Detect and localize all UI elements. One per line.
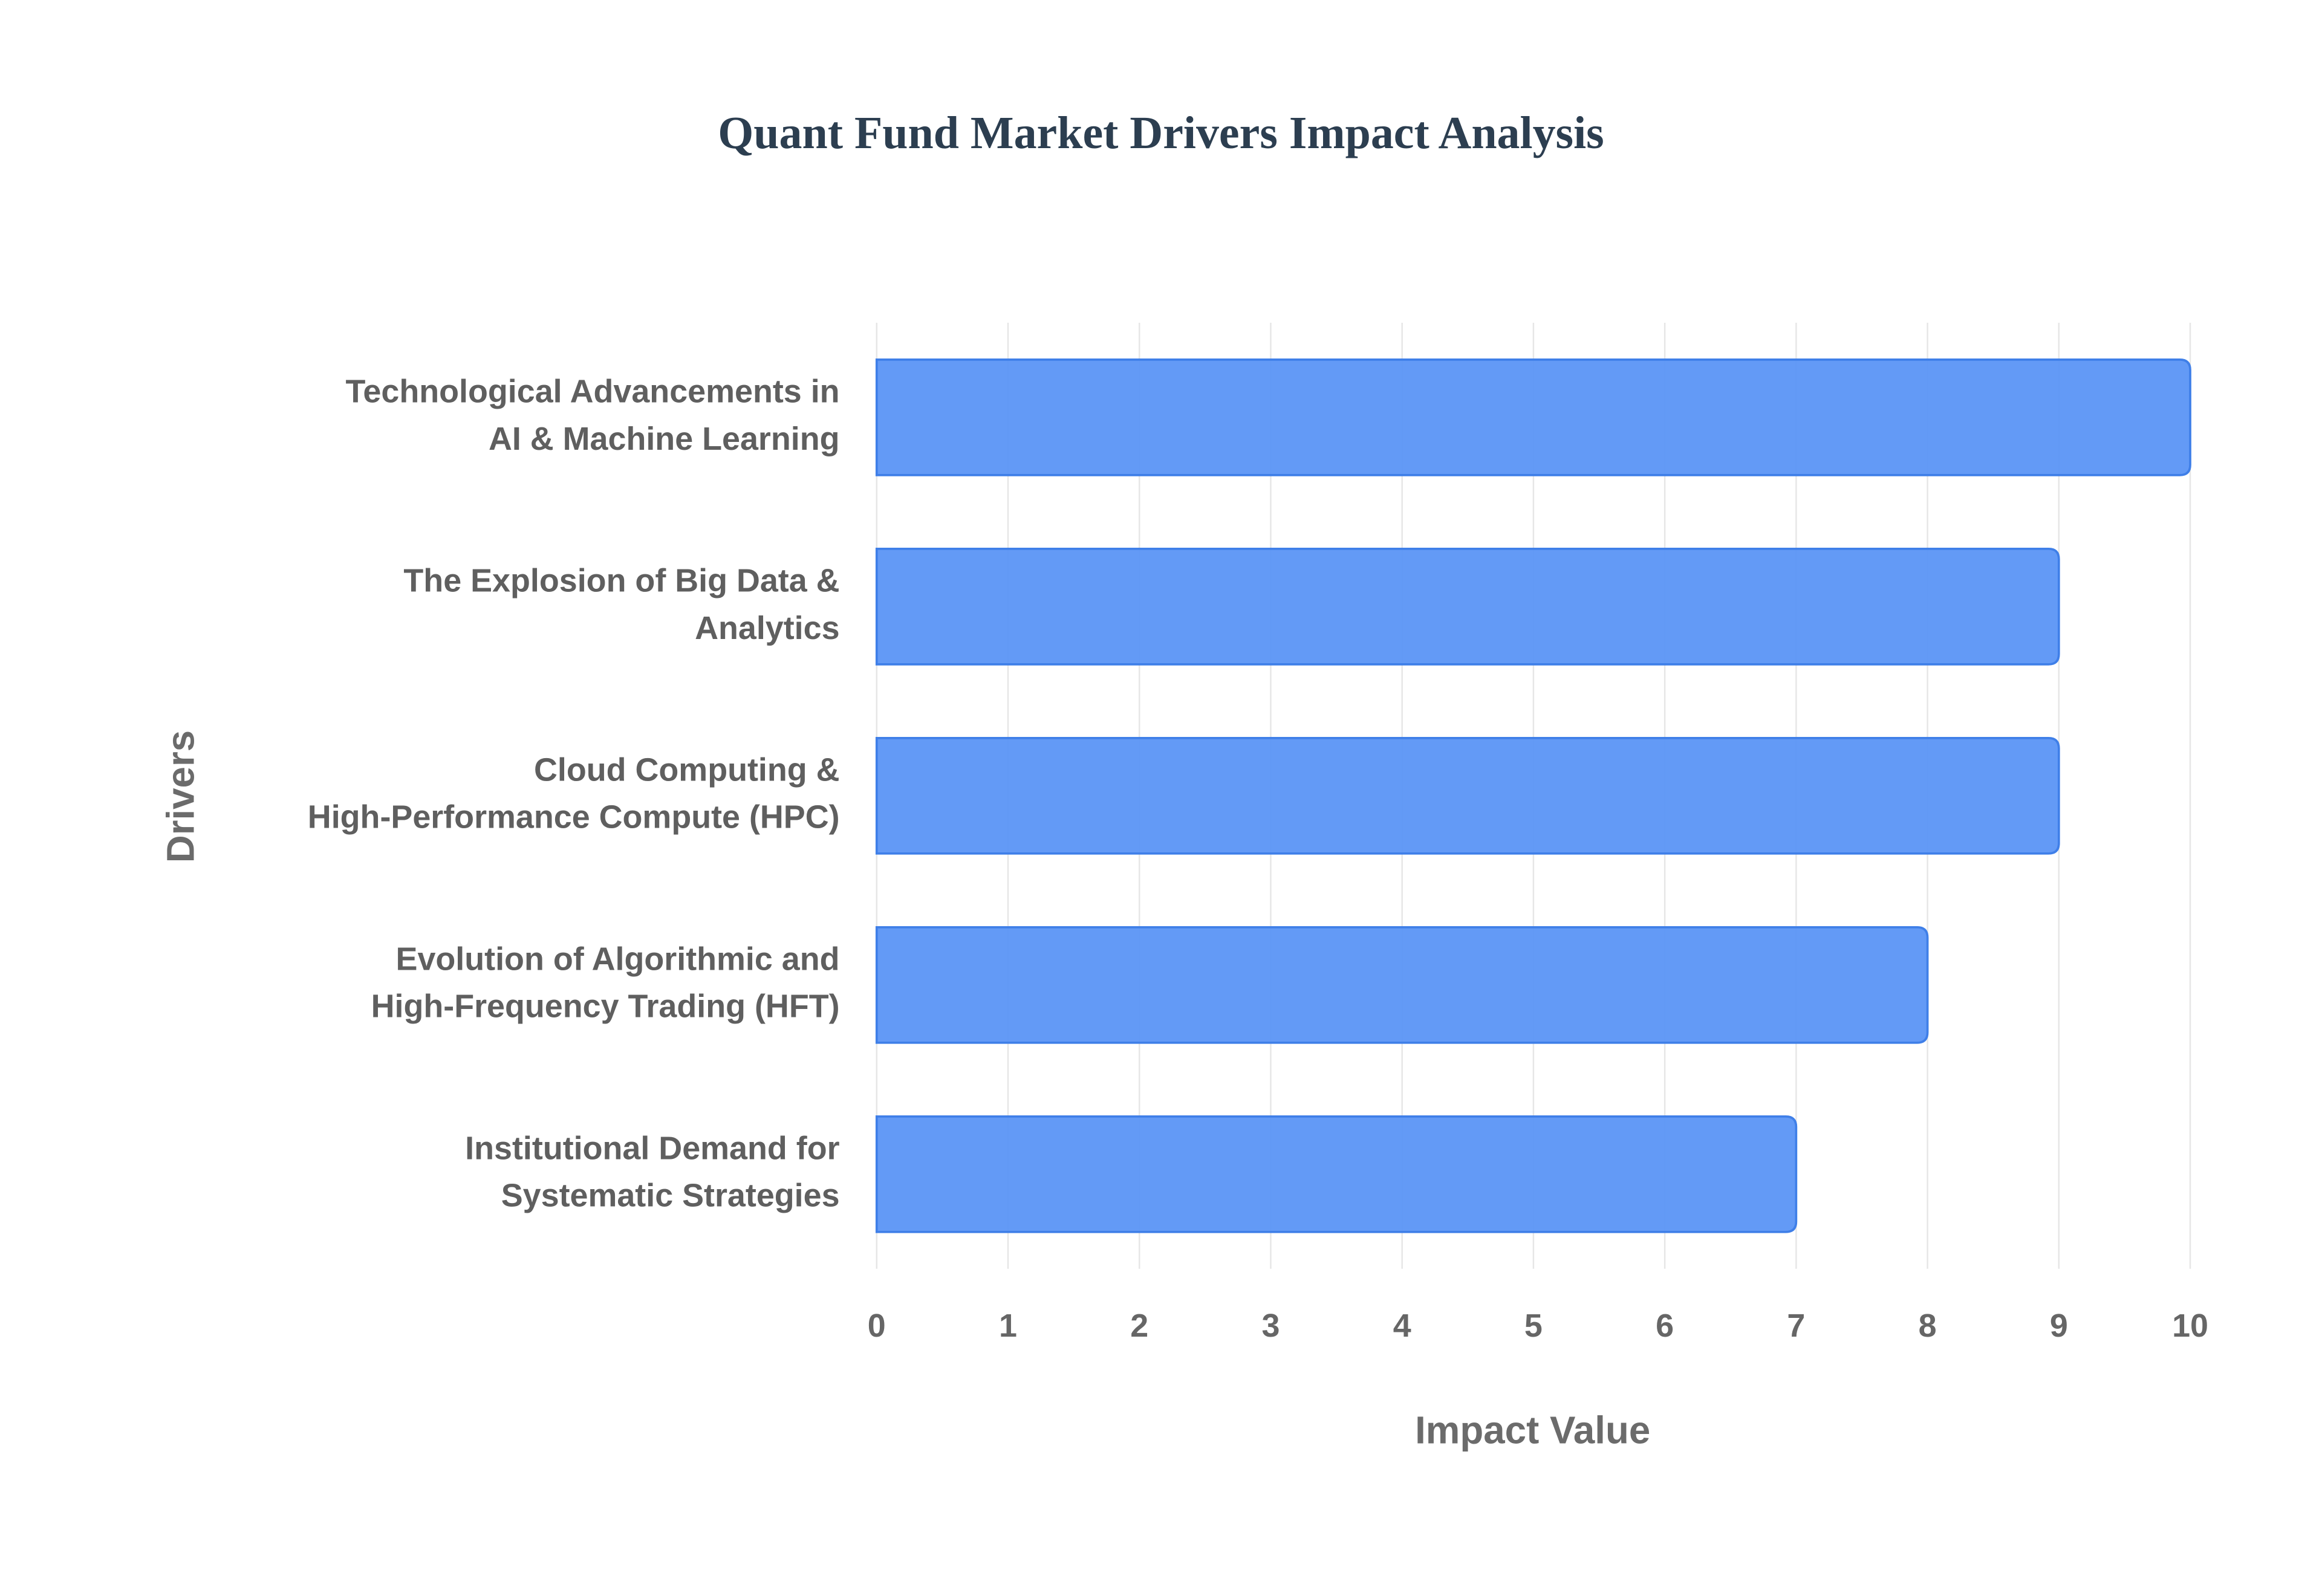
y-axis-title: Drivers: [159, 730, 202, 863]
x-tick-label: 10: [2172, 1308, 2208, 1344]
y-tick-label: The Explosion of Big Data &: [403, 562, 839, 598]
x-tick-label: 9: [2050, 1308, 2068, 1344]
chart-title: Quant Fund Market Drivers Impact Analysi…: [718, 108, 1604, 158]
y-tick-label: Cloud Computing &: [534, 751, 840, 788]
y-tick-label: Analytics: [695, 610, 839, 646]
bar: [875, 1115, 1798, 1233]
x-tick-label: 4: [1393, 1308, 1411, 1344]
x-axis-title: Impact Value: [1415, 1409, 1650, 1452]
y-tick-label: Technological Advancements in: [346, 373, 840, 409]
y-tick-label: Institutional Demand for: [465, 1130, 839, 1166]
x-tick-label: 7: [1787, 1308, 1805, 1344]
x-tick-label: 5: [1524, 1308, 1543, 1344]
x-tick-label: 2: [1130, 1308, 1148, 1344]
x-tick-label: 8: [1919, 1308, 1937, 1344]
bar: [875, 358, 2191, 476]
x-tick-label: 1: [999, 1308, 1017, 1344]
x-tick-label: 0: [868, 1308, 886, 1344]
y-tick-label: Systematic Strategies: [501, 1178, 840, 1214]
y-tick-label: High-Frequency Trading (HFT): [371, 988, 840, 1025]
bar: [875, 736, 2060, 855]
bar: [875, 926, 1929, 1044]
x-tick-label: 3: [1261, 1308, 1280, 1344]
y-tick-label: Evolution of Algorithmic and: [396, 941, 840, 977]
y-tick-label: AI & Machine Learning: [489, 421, 840, 457]
x-tick-label: 6: [1656, 1308, 1674, 1344]
bar: [875, 548, 2060, 666]
y-tick-label: High-Performance Compute (HPC): [308, 799, 840, 835]
